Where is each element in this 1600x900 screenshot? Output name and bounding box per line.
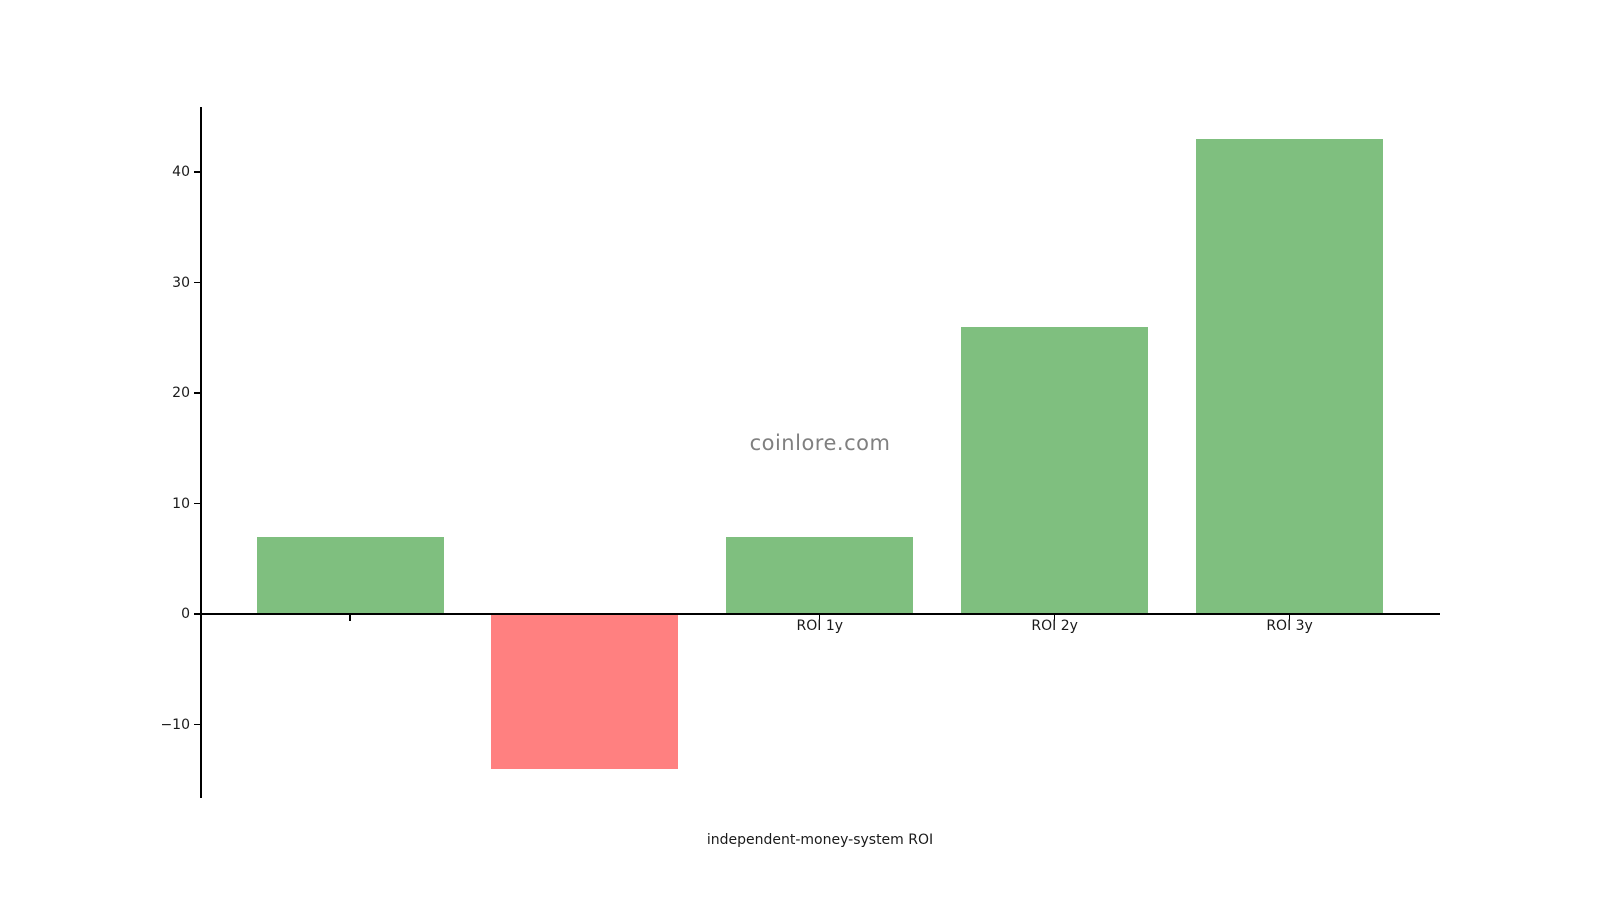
y-tick-mark [194, 723, 201, 726]
x-tick-mark [1288, 614, 1291, 621]
y-tick-label: 20 [172, 385, 190, 401]
x-axis-line [200, 613, 1440, 615]
y-tick-label: 10 [172, 495, 190, 512]
y-tick-label: −10 [160, 716, 190, 733]
bar-positive [961, 326, 1149, 614]
y-tick-label: 30 [172, 274, 190, 291]
y-axis-line [200, 107, 202, 798]
watermark-text: coinlore.com [749, 431, 891, 455]
bar-positive [256, 536, 444, 614]
y-tick-mark [194, 613, 201, 615]
y-tick-mark [194, 281, 201, 284]
x-tick-mark [349, 614, 351, 621]
bar-positive [726, 536, 914, 614]
x-tick-mark [819, 614, 821, 621]
bar-positive [1196, 138, 1384, 614]
y-tick-mark [194, 171, 201, 173]
x-tick-label: ROI 1y [796, 617, 844, 634]
x-tick-label: ROI 3y [1266, 617, 1313, 634]
bar-negative [491, 614, 679, 770]
x-tick-label: ROI 2y [1031, 617, 1078, 634]
x-tick-mark [1054, 614, 1056, 621]
x-axis-title: independent-money-system ROI [706, 832, 934, 848]
y-tick-mark [194, 502, 201, 505]
y-tick-mark [194, 392, 201, 394]
y-tick-label: 0 [181, 606, 190, 622]
y-tick-label: 40 [172, 164, 190, 180]
